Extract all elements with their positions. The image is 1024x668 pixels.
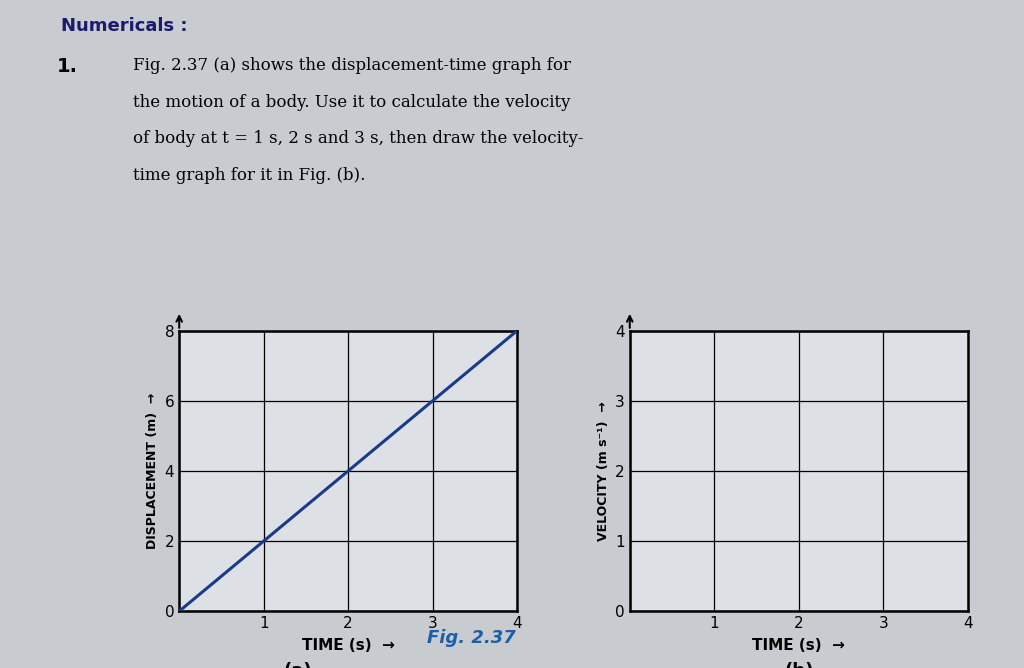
Text: time graph for it in Fig. (b).: time graph for it in Fig. (b). [133,167,366,184]
Text: of body at t = 1 s, 2 s and 3 s, then draw the velocity-: of body at t = 1 s, 2 s and 3 s, then dr… [133,130,584,147]
X-axis label: TIME (s)  →: TIME (s) → [753,638,845,653]
Y-axis label: VELOCITY (m s⁻¹)  →: VELOCITY (m s⁻¹) → [597,401,609,541]
X-axis label: TIME (s)  →: TIME (s) → [302,638,394,653]
Text: 1.: 1. [56,57,78,75]
Y-axis label: DISPLACEMENT (m)  →: DISPLACEMENT (m) → [146,393,159,549]
Text: Numericals :: Numericals : [61,17,188,35]
Text: Fig. 2.37 (a) shows the displacement-time graph for: Fig. 2.37 (a) shows the displacement-tim… [133,57,571,73]
Text: Fig. 2.37: Fig. 2.37 [427,629,515,647]
Text: (a): (a) [284,662,311,668]
Text: the motion of a body. Use it to calculate the velocity: the motion of a body. Use it to calculat… [133,94,570,110]
Text: (b): (b) [784,662,813,668]
